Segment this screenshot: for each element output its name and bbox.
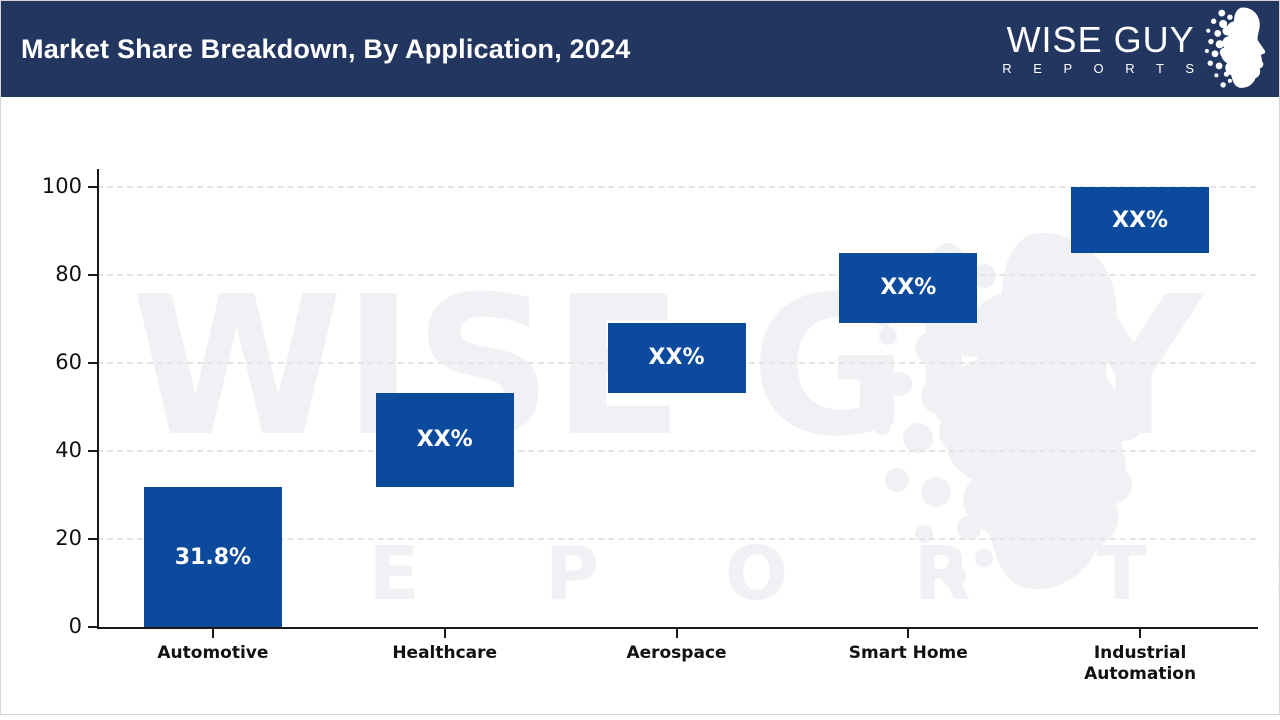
x-tick-mark [1139, 629, 1142, 638]
x-tick-mark [907, 629, 910, 638]
brand-name: WISE GUY [1006, 19, 1195, 60]
y-tick-mark [88, 626, 97, 628]
x-tick-mark [675, 629, 678, 638]
bar-value-label: XX% [880, 275, 937, 301]
brand-subtitle: R E P O R T S [1002, 61, 1203, 76]
x-tick-label: Industrial Automation [1084, 643, 1197, 685]
y-tick-mark [88, 362, 97, 364]
x-tick-mark [211, 629, 214, 638]
watermark-subtext: R E P O R T S [186, 531, 1280, 617]
y-tick-mark [88, 274, 97, 276]
brand-wordmark: WISE GUY R E P O R T S [998, 19, 1203, 77]
bar-value-label: 31.8% [174, 544, 252, 570]
y-tick-mark [88, 186, 97, 188]
bar-healthcare: XX% [375, 392, 514, 488]
x-tick-label: Smart Home [848, 643, 968, 663]
y-gridline [97, 450, 1256, 452]
bar-aerospace: XX% [607, 322, 746, 393]
bar-smart-home: XX% [839, 253, 978, 323]
page-title: Market Share Breakdown, By Application, … [21, 33, 631, 64]
bar-value-label: XX% [648, 345, 705, 371]
bar-value-label: XX% [416, 427, 473, 453]
y-axis [97, 169, 99, 627]
y-gridline [97, 274, 1256, 276]
y-tick-label: 80 [55, 262, 82, 286]
header-bar: Market Share Breakdown, By Application, … [1, 1, 1279, 97]
y-gridline [97, 186, 1256, 188]
watermark-face-profile-dots-icon [846, 217, 1176, 617]
y-tick-mark [88, 538, 97, 540]
y-tick-label: 40 [55, 438, 82, 462]
x-tick-label: Aerospace [626, 643, 727, 663]
y-tick-label: 20 [55, 526, 82, 550]
y-tick-mark [88, 450, 97, 452]
face-profile-dots-icon [1197, 5, 1275, 93]
bar-value-label: XX% [1112, 207, 1169, 233]
y-tick-label: 0 [68, 614, 82, 638]
chart-area: WISE GUY R E P O R T S 02040608010031.8%… [1, 97, 1280, 713]
bar-industrial-automation: XX% [1071, 187, 1210, 253]
bar-automotive: 31.8% [143, 487, 282, 627]
y-gridline [97, 538, 1256, 540]
y-tick-label: 100 [41, 174, 82, 198]
y-tick-label: 60 [55, 350, 82, 374]
x-axis [97, 627, 1258, 629]
x-tick-label: Healthcare [392, 643, 498, 663]
brand-logo: WISE GUY R E P O R T S [998, 5, 1279, 93]
x-tick-label: Automotive [157, 643, 269, 663]
x-tick-mark [443, 629, 446, 638]
